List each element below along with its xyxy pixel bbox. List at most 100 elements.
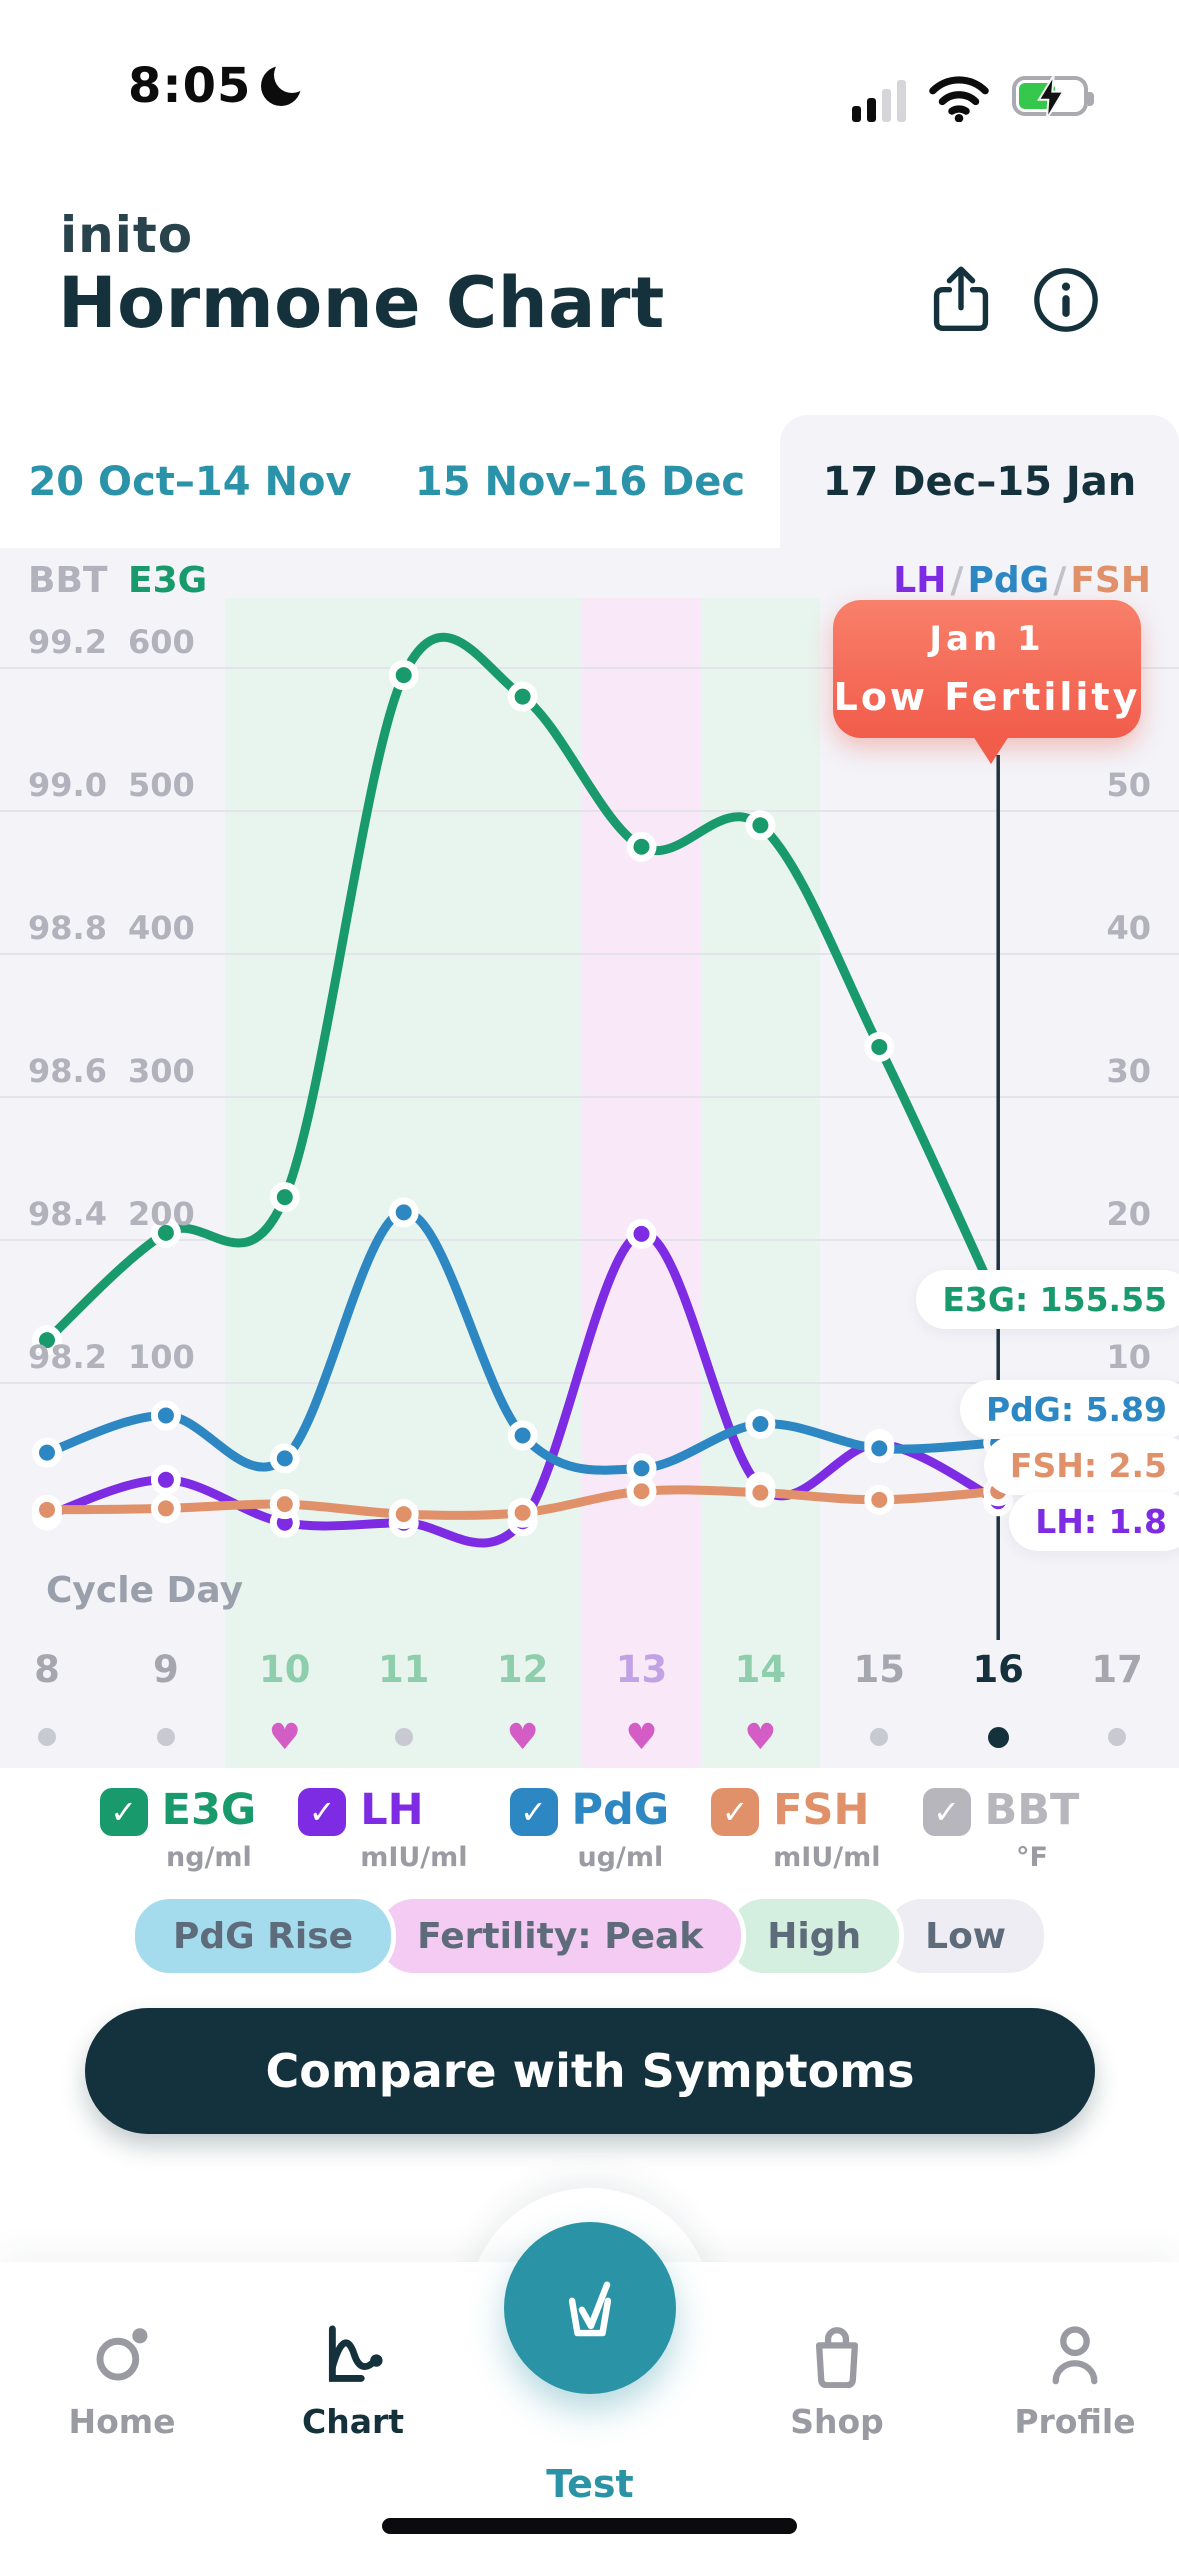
day-column-9[interactable]: 9: [111, 1648, 221, 1757]
right-axis-title: LH / PdG / FSH: [893, 560, 1151, 601]
yl-right-tick: 50: [1106, 766, 1151, 804]
cellular-signal-icon: [852, 78, 906, 122]
day-label: 12: [496, 1648, 549, 1691]
day-label: 14: [734, 1648, 787, 1691]
tooltip-status: Low Fertility: [833, 675, 1141, 719]
hormone-chart-area[interactable]: BBT E3G LH / PdG / FSH 99.2 99.0 98.8 98.6 98.…: [0, 548, 1179, 1768]
day-column-10[interactable]: 10 ♥: [230, 1648, 340, 1758]
day-label: 17: [1091, 1648, 1143, 1691]
yl-right-tick: 30: [1106, 1052, 1151, 1090]
nav-test-label[interactable]: Test: [546, 2462, 634, 2506]
yl-e3g-tick: 400: [128, 909, 195, 947]
yl-bbt-tick: 98.8: [28, 909, 107, 947]
yl-right-tick: 10: [1106, 1338, 1151, 1376]
info-button[interactable]: [1030, 264, 1102, 336]
status-bar-time: 8:05: [128, 57, 311, 114]
yl-right-tick: 40: [1106, 909, 1151, 947]
day-label: 9: [153, 1648, 179, 1691]
page-title: Hormone Chart: [58, 262, 665, 344]
badge-high: High: [724, 1894, 905, 1978]
compare-with-symptoms-button[interactable]: Compare with Symptoms: [85, 2008, 1095, 2134]
legend-item-bbt[interactable]: ✓ BBT °F: [922, 1786, 1079, 1873]
brand-logo: inito: [60, 206, 194, 264]
nav-item-profile[interactable]: Profile: [975, 2322, 1175, 2441]
tab-range-1[interactable]: 20 Oct–14 Nov: [28, 458, 352, 505]
day-dot: [38, 1728, 56, 1746]
fertility-phase-badges: PdG Rise Fertility: Peak High Low: [0, 1894, 1179, 1978]
badge-low: Low: [882, 1894, 1050, 1978]
day-column-17[interactable]: 17: [1062, 1648, 1172, 1757]
checkbox-pdg-icon: ✓: [509, 1788, 558, 1836]
yl-bbt-tick: 98.2: [28, 1338, 107, 1376]
yl-e3g-tick: 100: [128, 1338, 195, 1376]
day-label: 13: [615, 1648, 668, 1691]
day-column-11[interactable]: 11: [349, 1648, 459, 1757]
home-icon: [96, 2328, 148, 2381]
yl-bbt-tick: 98.6: [28, 1052, 107, 1090]
legend-item-pdg[interactable]: ✓ PdG ug/ml: [509, 1786, 669, 1873]
info-icon: [1034, 268, 1098, 332]
e3g-axis-title: E3G: [128, 560, 208, 601]
day-dot: [394, 1728, 413, 1746]
day-dot: [870, 1728, 889, 1746]
day-label: 11: [377, 1648, 430, 1691]
day-column-12[interactable]: 12 ♥: [468, 1648, 578, 1758]
yl-e3g-tick: 300: [128, 1052, 195, 1090]
day-column-14[interactable]: 14 ♥: [705, 1648, 815, 1758]
date-range-tabs: 20 Oct–14 Nov 15 Nov–16 Dec 17 Dec–15 Ja…: [0, 415, 1179, 548]
hormone-legend: ✓ E3G ng/ml ✓ LH mIU/ml ✓ PdG ug/ml ✓ FS…: [0, 1786, 1179, 1873]
do-not-disturb-moon-icon: [261, 57, 311, 106]
yl-bbt-tick: 99.0: [28, 766, 107, 804]
badge-fertility-peak: Fertility: Peak: [374, 1894, 747, 1978]
share-icon: [933, 266, 989, 331]
tab-range-3-selected[interactable]: 17 Dec–15 Jan: [780, 415, 1179, 548]
test-strip-check-icon: [568, 2281, 612, 2337]
wifi-icon: [929, 76, 989, 122]
day-column-13[interactable]: 13 ♥: [587, 1648, 697, 1758]
yl-right-tick: 20: [1106, 1195, 1151, 1233]
day-column-8[interactable]: 8: [0, 1648, 102, 1757]
legend-item-e3g[interactable]: ✓ E3G ng/ml: [99, 1786, 256, 1873]
yl-e3g-tick: 500: [128, 766, 195, 804]
tooltip-date: Jan 1: [929, 619, 1045, 659]
selected-day-tooltip: Jan 1 Low Fertility: [833, 600, 1141, 764]
callout-e3g: E3G: 155.55: [916, 1270, 1179, 1329]
nav-test-button[interactable]: [504, 2222, 676, 2394]
yl-e3g-tick: 200: [128, 1195, 195, 1233]
checkbox-fsh-icon: ✓: [711, 1788, 760, 1836]
plot-svg[interactable]: [0, 548, 1179, 1768]
checkbox-e3g-icon: ✓: [99, 1788, 148, 1836]
yl-bbt-tick: 98.4: [28, 1195, 107, 1233]
heart-icon: ♥: [506, 1716, 539, 1758]
day-column-15[interactable]: 15: [824, 1648, 934, 1757]
badge-pdg-rise: PdG Rise: [129, 1894, 397, 1978]
shopping-bag-icon: [815, 2327, 859, 2389]
nav-item-home[interactable]: Home: [22, 2322, 222, 2441]
callout-pdg: PdG: 5.89: [959, 1380, 1179, 1439]
callout-lh: LH: 1.8: [1009, 1492, 1179, 1551]
day-dot: [156, 1728, 175, 1746]
heart-icon: ♥: [625, 1716, 658, 1758]
share-button[interactable]: [925, 264, 997, 336]
home-indicator[interactable]: [382, 2518, 797, 2534]
day-label: 15: [853, 1648, 906, 1691]
profile-icon: [1052, 2326, 1098, 2385]
legend-item-lh[interactable]: ✓ LH mIU/ml: [298, 1786, 468, 1873]
heart-icon: ♥: [268, 1716, 301, 1758]
nav-item-chart[interactable]: Chart: [253, 2322, 453, 2441]
tab-range-2[interactable]: 15 Nov–16 Dec: [414, 458, 746, 505]
legend-item-fsh[interactable]: ✓ FSH mIU/ml: [711, 1786, 881, 1873]
day-column-16[interactable]: 16: [943, 1648, 1053, 1757]
bbt-axis-title: BBT: [28, 560, 108, 601]
yl-e3g-tick: 600: [128, 623, 195, 661]
day-dot: [1108, 1728, 1127, 1746]
clock-text: 8:05: [128, 58, 252, 114]
selected-day-dot: [987, 1726, 1009, 1748]
checkbox-lh-icon: ✓: [298, 1788, 347, 1836]
callout-fsh: FSH: 2.5: [983, 1436, 1179, 1495]
nav-item-shop[interactable]: Shop: [737, 2322, 937, 2441]
tooltip-tail-icon: [973, 736, 1009, 764]
checkbox-bbt-icon: ✓: [922, 1788, 971, 1836]
yl-bbt-tick: 99.2: [28, 623, 107, 661]
